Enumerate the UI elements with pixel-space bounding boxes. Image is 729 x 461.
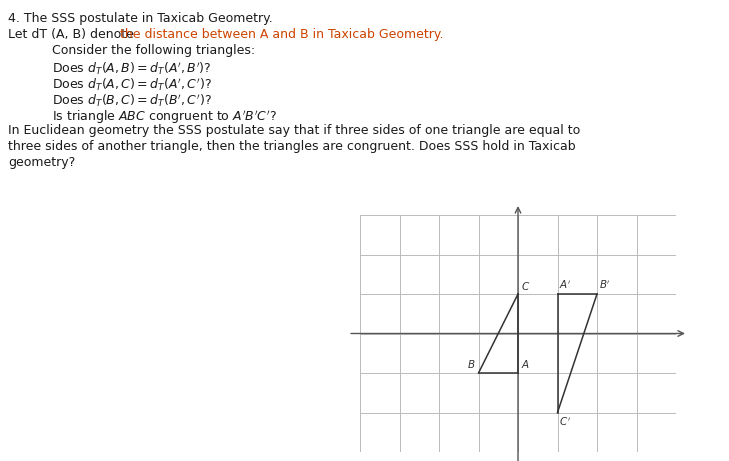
Text: the distance between A and B in Taxicab Geometry.: the distance between A and B in Taxicab …: [120, 28, 443, 41]
Text: $A'$: $A'$: [559, 278, 572, 291]
Text: $A$: $A$: [521, 358, 530, 370]
Text: Does $d_T(A,C) = d_T(A',C')$?: Does $d_T(A,C) = d_T(A',C')$?: [52, 76, 212, 93]
Text: Does $d_T(A,B) = d_T(A',B')$?: Does $d_T(A,B) = d_T(A',B')$?: [52, 60, 211, 77]
Text: Let dT (A, B) denote: Let dT (A, B) denote: [8, 28, 138, 41]
Text: Does $d_T(B,C) = d_T(B',C')$?: Does $d_T(B,C) = d_T(B',C')$?: [52, 92, 212, 109]
Text: geometry?: geometry?: [8, 156, 75, 169]
Text: $C$: $C$: [521, 280, 531, 292]
Text: $B'$: $B'$: [599, 278, 611, 291]
Text: Is triangle $\mathit{ABC}$ congruent to $\mathit{A'B'C'}$?: Is triangle $\mathit{ABC}$ congruent to …: [52, 108, 277, 125]
Text: $B$: $B$: [467, 358, 475, 370]
Text: Consider the following triangles:: Consider the following triangles:: [52, 44, 255, 57]
Text: 4. The SSS postulate in Taxicab Geometry.: 4. The SSS postulate in Taxicab Geometry…: [8, 12, 273, 25]
Text: $C'$: $C'$: [559, 416, 572, 428]
Text: In Euclidean geometry the SSS postulate say that if three sides of one triangle : In Euclidean geometry the SSS postulate …: [8, 124, 580, 137]
Text: three sides of another triangle, then the triangles are congruent. Does SSS hold: three sides of another triangle, then th…: [8, 140, 576, 153]
